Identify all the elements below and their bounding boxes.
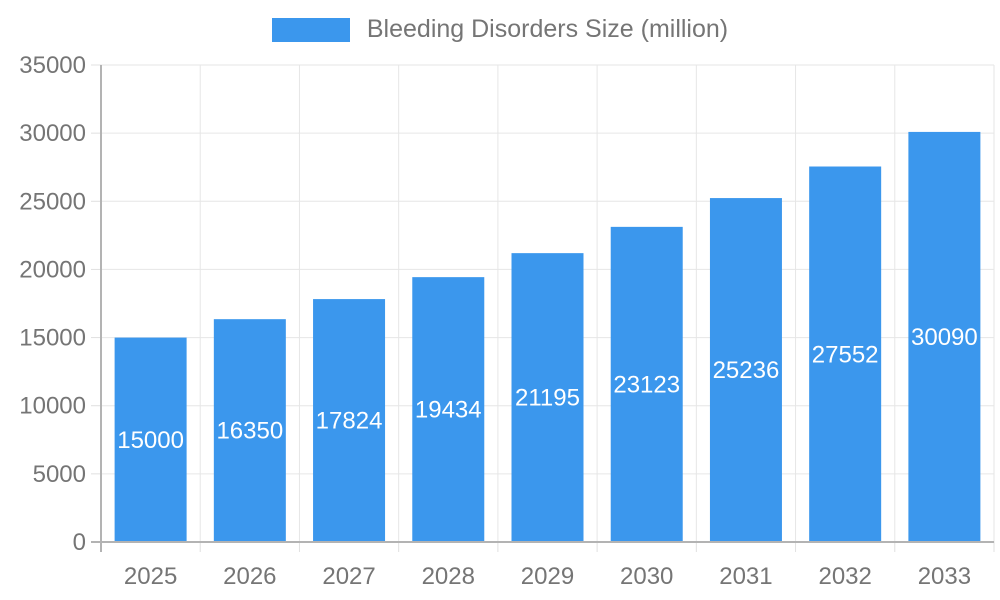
- x-axis-tick-label: 2026: [223, 563, 276, 590]
- bar-2028[interactable]: [412, 277, 485, 542]
- y-axis-tick-label: 5000: [33, 461, 86, 488]
- legend-label: Bleeding Disorders Size (million): [366, 15, 729, 43]
- bar-value-label: 27552: [812, 341, 879, 368]
- x-axis-tick-label: 2033: [918, 563, 971, 590]
- y-axis-tick-label: 10000: [19, 393, 86, 420]
- y-axis-tick-label: 15000: [19, 325, 86, 352]
- x-axis-tick-label: 2027: [322, 563, 375, 590]
- bar-value-label: 19434: [415, 397, 482, 424]
- bar-value-label: 17824: [316, 408, 383, 435]
- bar-2026[interactable]: [213, 319, 286, 542]
- bar-2032[interactable]: [809, 166, 882, 542]
- bar-2029[interactable]: [511, 253, 584, 542]
- x-axis-tick-label: 2028: [422, 563, 475, 590]
- legend-swatch-icon: [271, 17, 350, 42]
- bar-value-label: 16350: [216, 418, 283, 445]
- y-axis-tick-label: 30000: [19, 120, 86, 147]
- chart-legend[interactable]: Bleeding Disorders Size (million): [0, 17, 1000, 42]
- x-axis-tick-label: 2030: [620, 563, 673, 590]
- x-axis-tick-label: 2025: [124, 563, 177, 590]
- y-axis-tick-label: 20000: [19, 256, 86, 283]
- bar-2027[interactable]: [313, 299, 386, 542]
- bar-2025[interactable]: [114, 337, 187, 542]
- bar-value-label: 25236: [713, 357, 780, 384]
- y-axis-tick-label: 35000: [19, 52, 86, 79]
- bar-2031[interactable]: [709, 198, 782, 542]
- bar-2033[interactable]: [908, 131, 981, 542]
- y-axis-tick-label: 25000: [19, 188, 86, 215]
- x-axis-tick-label: 2032: [818, 563, 871, 590]
- bar-value-label: 15000: [117, 427, 184, 454]
- bar-value-label: 30090: [911, 324, 978, 351]
- y-axis-tick-label: 0: [73, 529, 86, 556]
- x-axis-tick-label: 2031: [719, 563, 772, 590]
- bar-value-label: 23123: [613, 371, 680, 398]
- bar-2030[interactable]: [610, 226, 683, 542]
- x-axis-tick-label: 2029: [521, 563, 574, 590]
- bar-value-label: 21195: [515, 385, 580, 412]
